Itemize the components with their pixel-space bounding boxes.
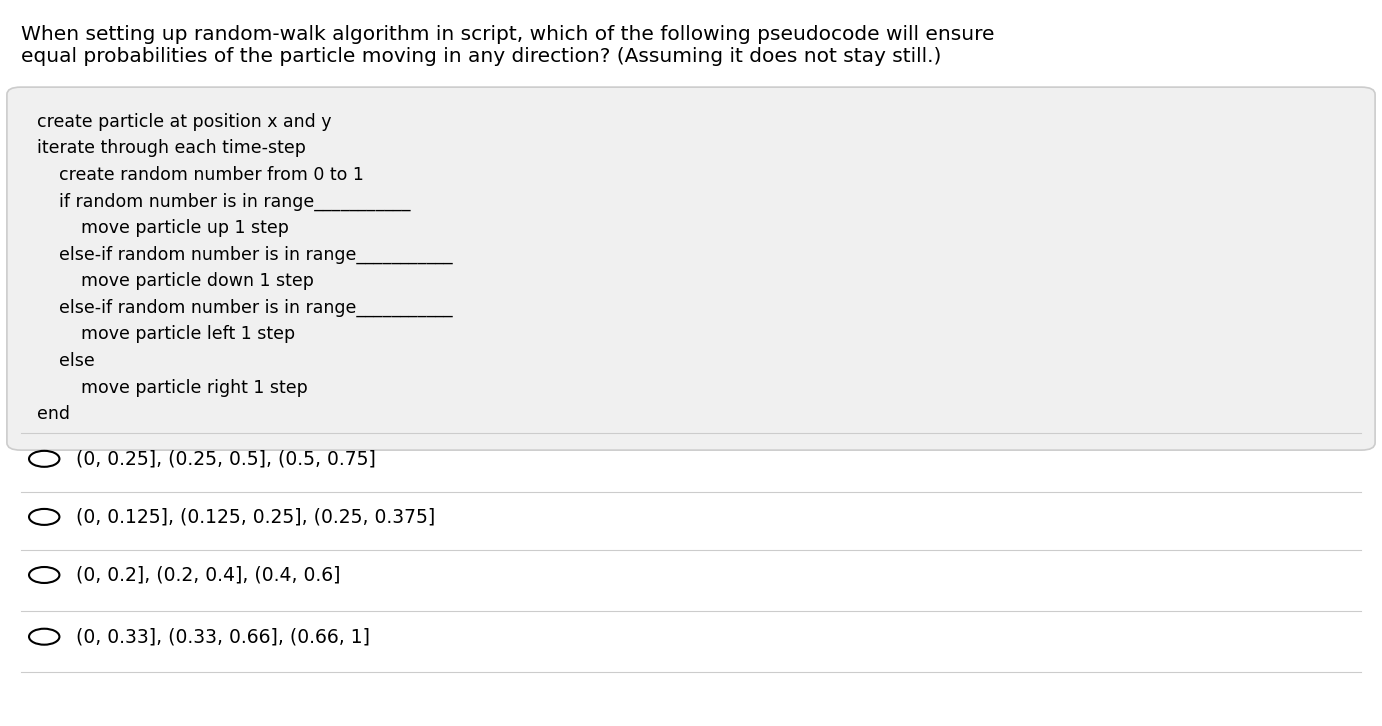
Text: (0, 0.125], (0.125, 0.25], (0.25, 0.375]: (0, 0.125], (0.125, 0.25], (0.25, 0.375] <box>76 507 435 526</box>
Text: move particle down 1 step: move particle down 1 step <box>37 272 314 290</box>
Text: end: end <box>37 405 70 423</box>
Text: create particle at position x and y: create particle at position x and y <box>37 113 332 131</box>
Text: move particle left 1 step: move particle left 1 step <box>37 325 296 343</box>
Text: create random number from 0 to 1: create random number from 0 to 1 <box>37 166 365 184</box>
Text: When setting up random-walk algorithm in script, which of the following pseudoco: When setting up random-walk algorithm in… <box>21 25 994 44</box>
Text: else-if random number is in range___________: else-if random number is in range_______… <box>37 245 453 264</box>
Text: equal probabilities of the particle moving in any direction? (Assuming it does n: equal probabilities of the particle movi… <box>21 47 941 66</box>
Text: (0, 0.33], (0.33, 0.66], (0.66, 1]: (0, 0.33], (0.33, 0.66], (0.66, 1] <box>76 627 370 646</box>
Text: move particle up 1 step: move particle up 1 step <box>37 219 289 237</box>
Text: iterate through each time-step: iterate through each time-step <box>37 139 307 157</box>
Text: if random number is in range___________: if random number is in range___________ <box>37 192 410 211</box>
Text: (0, 0.2], (0.2, 0.4], (0.4, 0.6]: (0, 0.2], (0.2, 0.4], (0.4, 0.6] <box>76 566 340 584</box>
Text: else: else <box>37 352 95 370</box>
Text: (0, 0.25], (0.25, 0.5], (0.5, 0.75]: (0, 0.25], (0.25, 0.5], (0.5, 0.75] <box>76 449 376 468</box>
Text: else-if random number is in range___________: else-if random number is in range_______… <box>37 299 453 317</box>
Text: move particle right 1 step: move particle right 1 step <box>37 379 308 396</box>
FancyBboxPatch shape <box>7 87 1375 450</box>
